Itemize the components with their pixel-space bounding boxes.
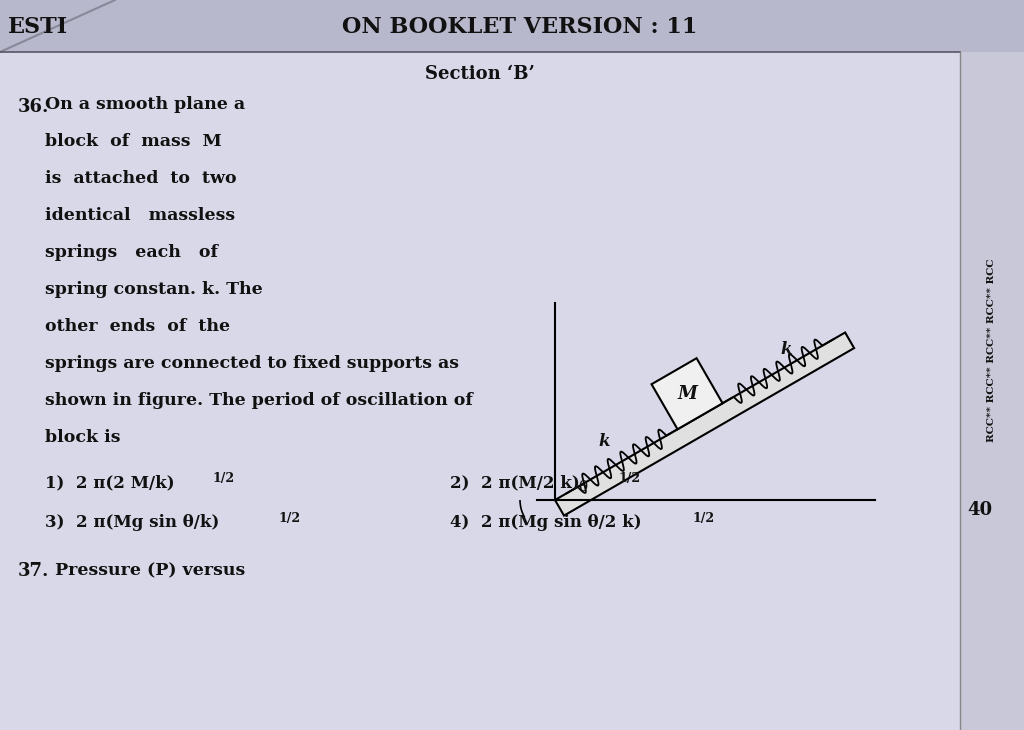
Text: 1/2: 1/2 [692,512,714,525]
Text: springs   each   of: springs each of [45,244,218,261]
Bar [961,52,1024,730]
Text: k: k [598,433,610,450]
Text: 40: 40 [968,501,992,519]
Text: spring constan. k. The: spring constan. k. The [45,281,263,298]
Text: identical   massless: identical massless [45,207,236,224]
Polygon shape [651,358,723,429]
Text: 2)  2 π(M/2 k): 2) 2 π(M/2 k) [450,474,580,491]
Text: ON BOOKLET VERSION : 11: ON BOOKLET VERSION : 11 [342,16,697,38]
Text: 3)  2 π(Mg sin θ/k): 3) 2 π(Mg sin θ/k) [45,514,219,531]
Text: block is: block is [45,429,121,446]
Text: θ: θ [579,480,588,494]
Text: M: M [677,385,697,403]
Text: 37.: 37. [18,562,49,580]
Text: 4)  2 π(Mg sin θ/2 k): 4) 2 π(Mg sin θ/2 k) [450,514,642,531]
Text: Section ‘B’: Section ‘B’ [425,65,535,83]
Text: shown in figure. The period of oscillation of: shown in figure. The period of oscillati… [45,392,473,409]
Text: Pressure (P) versus: Pressure (P) versus [55,562,246,579]
Text: 36.: 36. [18,98,49,116]
Text: RCC** RCC** RCC** RCC** RCC: RCC** RCC** RCC** RCC** RCC [987,258,996,442]
Text: k: k [780,341,792,358]
Text: 1/2: 1/2 [618,472,640,485]
Text: springs are connected to fixed supports as: springs are connected to fixed supports … [45,355,459,372]
Text: 1)  2 π(2 M/k): 1) 2 π(2 M/k) [45,474,175,491]
Text: On a smooth plane a: On a smooth plane a [45,96,245,113]
Text: is  attached  to  two: is attached to two [45,170,237,187]
Bar [0,0,1024,52]
Text: block  of  mass  M: block of mass M [45,133,222,150]
Text: ESTI: ESTI [8,16,69,38]
Text: 1/2: 1/2 [278,512,300,525]
Text: other  ends  of  the: other ends of the [45,318,230,335]
Polygon shape [555,332,854,515]
Text: 1/2: 1/2 [213,472,236,485]
